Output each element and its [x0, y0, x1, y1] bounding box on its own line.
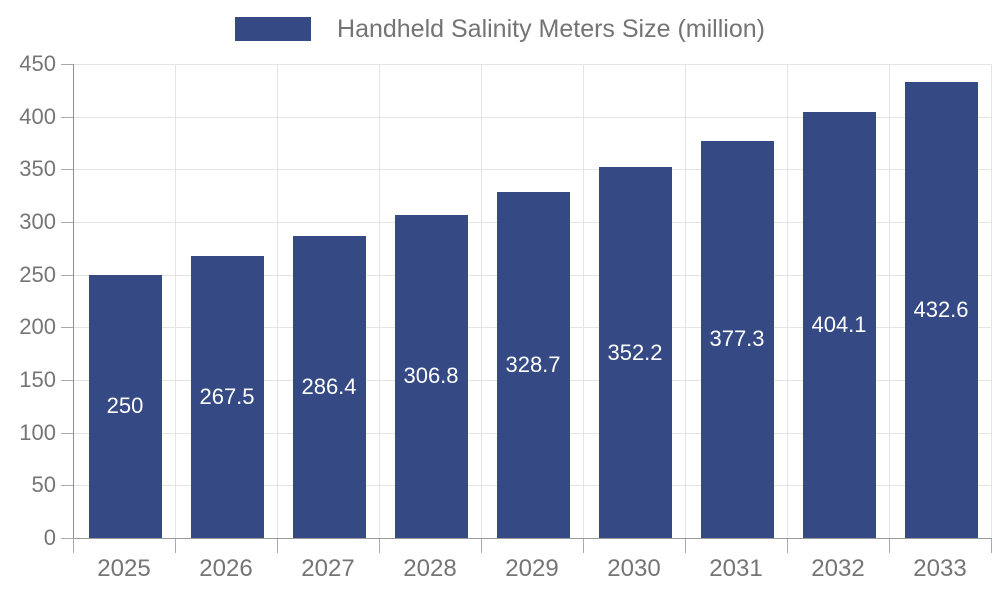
- y-axis-tick-mark: [61, 327, 73, 329]
- bar-value-label: 267.5: [199, 384, 255, 410]
- plot-area: 250 267.5 286.4 306.8 328.7 352.2 377.3 404.1 43…: [73, 64, 992, 539]
- y-axis-tick-label: 200: [19, 314, 56, 340]
- vertical-gridline: [991, 64, 992, 538]
- bar-2028[interactable]: 306.8: [394, 214, 468, 538]
- y-axis-tick-label: 300: [19, 209, 56, 234]
- x-axis-tick-mark: [583, 539, 584, 553]
- x-axis-tick-mark: [481, 539, 482, 553]
- y-axis-tick-label: 450: [19, 51, 56, 76]
- bar-2029[interactable]: 328.7: [496, 191, 570, 538]
- y-axis-tick-mark: [61, 432, 73, 434]
- bar-2027[interactable]: 286.4: [292, 236, 366, 538]
- vertical-gridline: [175, 64, 176, 538]
- bar-value-label: 306.8: [403, 363, 459, 389]
- vertical-gridline: [583, 64, 584, 538]
- vertical-gridline: [481, 64, 482, 538]
- x-axis-tick-mark: [685, 539, 686, 553]
- vertical-gridline: [379, 64, 380, 538]
- vertical-gridline: [685, 64, 686, 538]
- vertical-gridline: [889, 64, 890, 538]
- y-axis-tick-label: 50: [31, 472, 56, 498]
- y-axis-tick-label: 150: [19, 367, 56, 392]
- y-axis-tick-label: 0: [43, 525, 56, 550]
- x-axis-tick-label: 2028: [403, 555, 457, 582]
- bar-value-label: 352.2: [607, 339, 663, 365]
- x-axis-tick-mark: [991, 539, 992, 553]
- y-axis-tick-mark: [61, 222, 73, 223]
- y-axis-tick-mark: [61, 64, 73, 65]
- bar-value-label: 377.3: [709, 326, 765, 352]
- horizontal-gridline: [74, 169, 992, 171]
- x-axis-tick-label: 2029: [505, 555, 559, 582]
- legend-swatch-icon: [235, 17, 312, 41]
- x-axis-tick-mark: [73, 539, 74, 553]
- x-axis-tick-label: 2027: [301, 555, 355, 582]
- x-axis-tick-mark: [787, 539, 788, 553]
- chart-title: Handheld Salinity Meters Size (million): [337, 15, 765, 43]
- x-axis-tick-label: 2025: [97, 555, 151, 582]
- y-axis-tick-mark: [61, 274, 73, 276]
- x-axis-tick-mark: [175, 539, 176, 553]
- x-axis-tick-label: 2030: [607, 555, 661, 582]
- bar-2026[interactable]: 267.5: [190, 256, 264, 538]
- y-axis-tick-mark: [61, 485, 73, 487]
- y-axis-tick-mark: [61, 116, 73, 118]
- bar-value-label: 404.1: [811, 312, 867, 338]
- bar-2025[interactable]: 250: [88, 274, 162, 538]
- horizontal-gridline: [74, 64, 992, 65]
- bar-value-label: 328.7: [505, 351, 561, 377]
- x-axis-tick-label: 2031: [709, 555, 763, 582]
- y-axis-tick-mark: [61, 169, 73, 171]
- y-axis-tick-mark: [61, 538, 73, 539]
- horizontal-gridline: [74, 116, 992, 118]
- y-axis-tick-label: 400: [19, 103, 56, 129]
- y-axis-tick-mark: [61, 380, 73, 381]
- bar-2033[interactable]: 432.6: [904, 82, 978, 538]
- y-axis-tick-label: 350: [19, 156, 56, 182]
- bar-2030[interactable]: 352.2: [598, 167, 672, 538]
- x-axis-tick-mark: [277, 539, 278, 553]
- bar-value-label: 432.6: [913, 297, 969, 323]
- x-axis-tick-label: 2033: [913, 555, 967, 582]
- x-axis-tick-mark: [379, 539, 380, 553]
- y-axis-tick-label: 250: [19, 261, 56, 287]
- bar-2032[interactable]: 404.1: [802, 112, 876, 538]
- x-axis-tick-label: 2032: [811, 555, 865, 582]
- bar-value-label: 286.4: [301, 374, 357, 400]
- vertical-gridline: [277, 64, 278, 538]
- legend[interactable]: Handheld Salinity Meters Size (million): [0, 14, 1000, 44]
- y-axis-tick-label: 100: [19, 419, 56, 445]
- bar-value-label: 250: [106, 393, 144, 419]
- vertical-gridline: [787, 64, 788, 538]
- x-axis-tick-label: 2026: [199, 555, 253, 582]
- x-axis-tick-mark: [889, 539, 890, 553]
- bar-2031[interactable]: 377.3: [700, 140, 774, 538]
